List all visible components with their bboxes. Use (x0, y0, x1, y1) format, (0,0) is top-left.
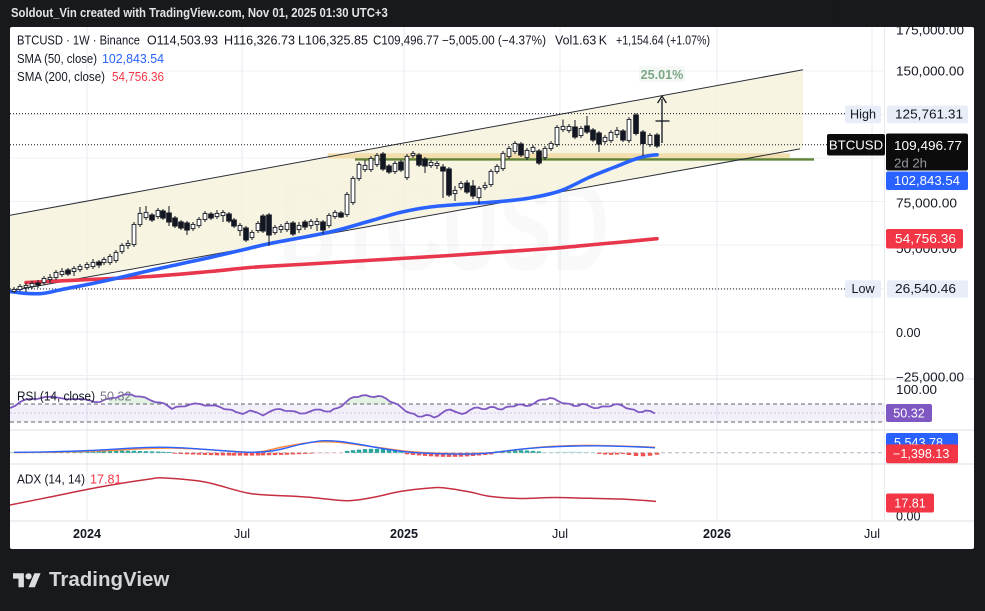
svg-text:2024: 2024 (73, 527, 101, 541)
svg-text:2d 2h: 2d 2h (894, 155, 927, 170)
svg-text:26,540.46: 26,540.46 (895, 282, 956, 296)
svg-text:175,000.00: 175,000.00 (896, 27, 964, 38)
svg-text:Vol1.63 K: Vol1.63 K (555, 34, 608, 48)
svg-text:102,843.54: 102,843.54 (894, 173, 960, 188)
svg-text:Jul: Jul (864, 527, 880, 541)
svg-text:SMA (200, close): SMA (200, close) (17, 70, 105, 84)
svg-text:Jul: Jul (234, 527, 250, 541)
svg-text:BTCUSD: BTCUSD (829, 138, 883, 153)
svg-text:RSI (14, close): RSI (14, close) (17, 390, 95, 404)
svg-text:BTCUSD · 1W · Binance: BTCUSD · 1W · Binance (17, 34, 140, 48)
svg-text:50.32: 50.32 (893, 406, 925, 420)
svg-text:75,000.00: 75,000.00 (896, 197, 957, 211)
svg-text:H116,326.73: H116,326.73 (224, 34, 295, 48)
svg-text:−5,005.00 (−4.37%): −5,005.00 (−4.37%) (442, 34, 546, 48)
svg-text:−1,398.13: −1,398.13 (893, 447, 949, 461)
svg-text:C109,496.77: C109,496.77 (373, 34, 439, 48)
svg-text:−25,000.00: −25,000.00 (896, 371, 964, 385)
svg-text:2026: 2026 (703, 527, 731, 541)
svg-text:ADX (14, 14): ADX (14, 14) (17, 473, 85, 487)
svg-text:125,761.31: 125,761.31 (895, 107, 963, 121)
svg-text:0.00: 0.00 (896, 326, 921, 340)
svg-text:SMA (50, close): SMA (50, close) (17, 52, 97, 66)
svg-text:O114,503.93: O114,503.93 (147, 34, 218, 48)
svg-text:Jul: Jul (552, 527, 568, 541)
svg-text:+1,154.64 (+1.07%): +1,154.64 (+1.07%) (616, 34, 710, 48)
svg-text:17.81: 17.81 (894, 497, 926, 511)
svg-text:150,000.00: 150,000.00 (896, 65, 964, 79)
svg-text:109,496.77: 109,496.77 (894, 138, 962, 153)
svg-text:High: High (850, 107, 876, 121)
svg-text:54,756.36: 54,756.36 (895, 232, 956, 246)
svg-text:25.01%: 25.01% (641, 68, 684, 82)
svg-text:50.32: 50.32 (100, 390, 132, 404)
svg-text:0.00: 0.00 (896, 510, 921, 524)
svg-text:2025: 2025 (390, 527, 418, 541)
svg-text:Low: Low (851, 282, 875, 296)
svg-text:54,756.36: 54,756.36 (112, 70, 164, 84)
svg-text:L106,325.85: L106,325.85 (298, 34, 368, 48)
svg-text:17.81: 17.81 (90, 473, 122, 487)
svg-text:100.00: 100.00 (896, 383, 937, 397)
svg-text:102,843.54: 102,843.54 (102, 52, 164, 66)
